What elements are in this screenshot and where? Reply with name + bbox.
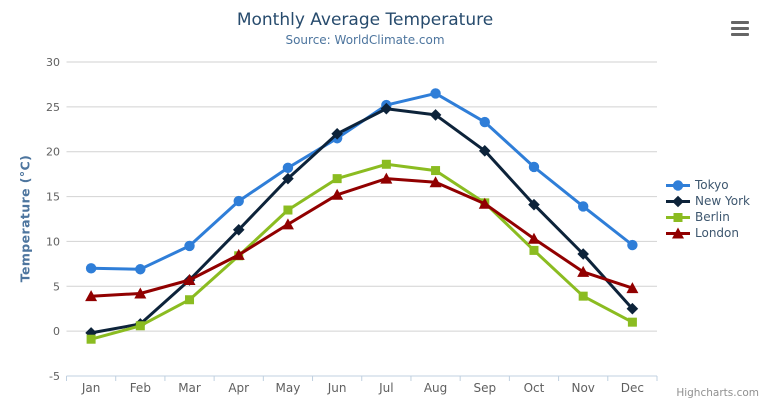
- legend-label: Tokyo: [695, 178, 729, 192]
- x-tick-label: Mar: [178, 381, 201, 395]
- point-tokyo-jan[interactable]: [85, 263, 97, 274]
- point-london-aug[interactable]: [429, 176, 442, 188]
- point-tokyo-sep[interactable]: [479, 116, 490, 128]
- point-tokyo-dec[interactable]: [627, 239, 638, 251]
- x-tick-label: Oct: [524, 381, 545, 395]
- point-london-jun[interactable]: [331, 188, 344, 200]
- legend-label: New York: [695, 194, 750, 208]
- point-tokyo-mar[interactable]: [184, 240, 195, 252]
- y-axis-title: Temperature (°C): [17, 154, 33, 283]
- point-new-york-may[interactable]: [282, 172, 294, 185]
- point-berlin-aug[interactable]: [431, 166, 441, 176]
- legend-symbol: [673, 212, 683, 222]
- series-new-york[interactable]: [85, 102, 639, 339]
- legend-symbol: [672, 227, 684, 238]
- point-new-york-apr[interactable]: [232, 223, 245, 236]
- legend-square-icon: [666, 212, 690, 222]
- legend-item-new-york[interactable]: New York: [666, 193, 750, 209]
- point-new-york-jul[interactable]: [380, 102, 393, 115]
- point-new-york-oct[interactable]: [528, 198, 540, 211]
- x-tick-label: Nov: [571, 381, 594, 395]
- point-london-nov[interactable]: [577, 265, 590, 277]
- point-berlin-jun[interactable]: [332, 174, 342, 184]
- point-london-jul[interactable]: [380, 172, 393, 184]
- point-new-york-dec[interactable]: [626, 302, 639, 315]
- point-london-apr[interactable]: [232, 248, 245, 260]
- legend-triangle-icon: [666, 227, 690, 238]
- point-tokyo-aug[interactable]: [430, 88, 441, 99]
- y-tick-label: 25: [46, 101, 60, 114]
- point-london-feb[interactable]: [134, 287, 147, 299]
- point-london-sep[interactable]: [478, 197, 491, 209]
- point-london-jan[interactable]: [85, 290, 98, 302]
- point-london-mar[interactable]: [183, 274, 196, 286]
- point-berlin-feb[interactable]: [135, 321, 145, 331]
- x-tick-label: May: [276, 381, 301, 395]
- hamburger-bar: [731, 27, 749, 30]
- point-berlin-may[interactable]: [283, 205, 293, 215]
- y-tick-label: 30: [46, 56, 60, 69]
- point-tokyo-feb[interactable]: [135, 264, 146, 275]
- series-london[interactable]: [85, 172, 639, 302]
- point-berlin-nov[interactable]: [578, 291, 588, 301]
- point-london-oct[interactable]: [527, 232, 540, 244]
- legend-item-tokyo[interactable]: Tokyo: [666, 177, 750, 193]
- context-menu-button[interactable]: [726, 14, 754, 40]
- series-line-new-york[interactable]: [89, 107, 634, 335]
- point-tokyo-oct[interactable]: [528, 161, 540, 173]
- legend: Tokyo New York Berlin London: [666, 177, 750, 241]
- series-berlin[interactable]: [86, 159, 637, 344]
- y-tick-label: -5: [49, 370, 60, 383]
- hamburger-bar: [731, 21, 749, 24]
- point-new-york-jun[interactable]: [331, 127, 343, 140]
- point-london-dec[interactable]: [626, 282, 639, 294]
- series-tokyo[interactable]: [85, 88, 638, 275]
- point-new-york-sep[interactable]: [478, 145, 491, 157]
- legend-item-london[interactable]: London: [666, 225, 750, 241]
- x-tick-label: Jul: [378, 381, 393, 395]
- point-berlin-oct[interactable]: [529, 245, 539, 255]
- y-tick-label: 0: [53, 325, 60, 338]
- chart-title: Monthly Average Temperature: [236, 10, 494, 30]
- point-berlin-jan[interactable]: [86, 334, 96, 344]
- series-line-london[interactable]: [89, 177, 634, 298]
- point-new-york-nov[interactable]: [577, 248, 589, 260]
- credits-link[interactable]: Highcharts.com: [676, 387, 759, 399]
- x-tick-label: Jun: [327, 381, 347, 395]
- y-tick-label: 5: [53, 280, 60, 293]
- hamburger-icon: [726, 21, 754, 36]
- point-tokyo-may[interactable]: [282, 162, 294, 174]
- x-tick-label: Aug: [424, 381, 447, 395]
- x-tick-label: Feb: [130, 381, 151, 395]
- legend-item-berlin[interactable]: Berlin: [666, 209, 750, 225]
- x-tick-label: Dec: [621, 381, 644, 395]
- y-tick-label: 10: [46, 235, 60, 248]
- point-berlin-mar[interactable]: [185, 295, 195, 305]
- legend-diamond-icon: [666, 195, 690, 207]
- hamburger-bar: [731, 33, 749, 36]
- y-tick-label: 20: [46, 146, 60, 159]
- point-berlin-dec[interactable]: [627, 317, 637, 327]
- point-london-may[interactable]: [281, 218, 294, 230]
- point-new-york-aug[interactable]: [429, 109, 442, 121]
- x-tick-label: Jan: [81, 381, 101, 395]
- legend-symbol: [672, 195, 684, 207]
- chart-subtitle: Source: WorldClimate.com: [285, 33, 445, 47]
- x-tick-label: Sep: [473, 381, 496, 395]
- legend-label: Berlin: [695, 210, 730, 224]
- legend-circle-icon: [666, 179, 690, 191]
- point-new-york-jan[interactable]: [85, 327, 97, 339]
- series-line-berlin[interactable]: [89, 162, 634, 341]
- point-berlin-jul[interactable]: [381, 159, 391, 169]
- legend-label: London: [695, 226, 739, 240]
- x-tick-label: Apr: [228, 381, 249, 395]
- legend-symbol: [672, 179, 684, 191]
- y-tick-label: 15: [46, 191, 60, 204]
- point-tokyo-apr[interactable]: [233, 195, 244, 207]
- point-tokyo-nov[interactable]: [577, 201, 589, 212]
